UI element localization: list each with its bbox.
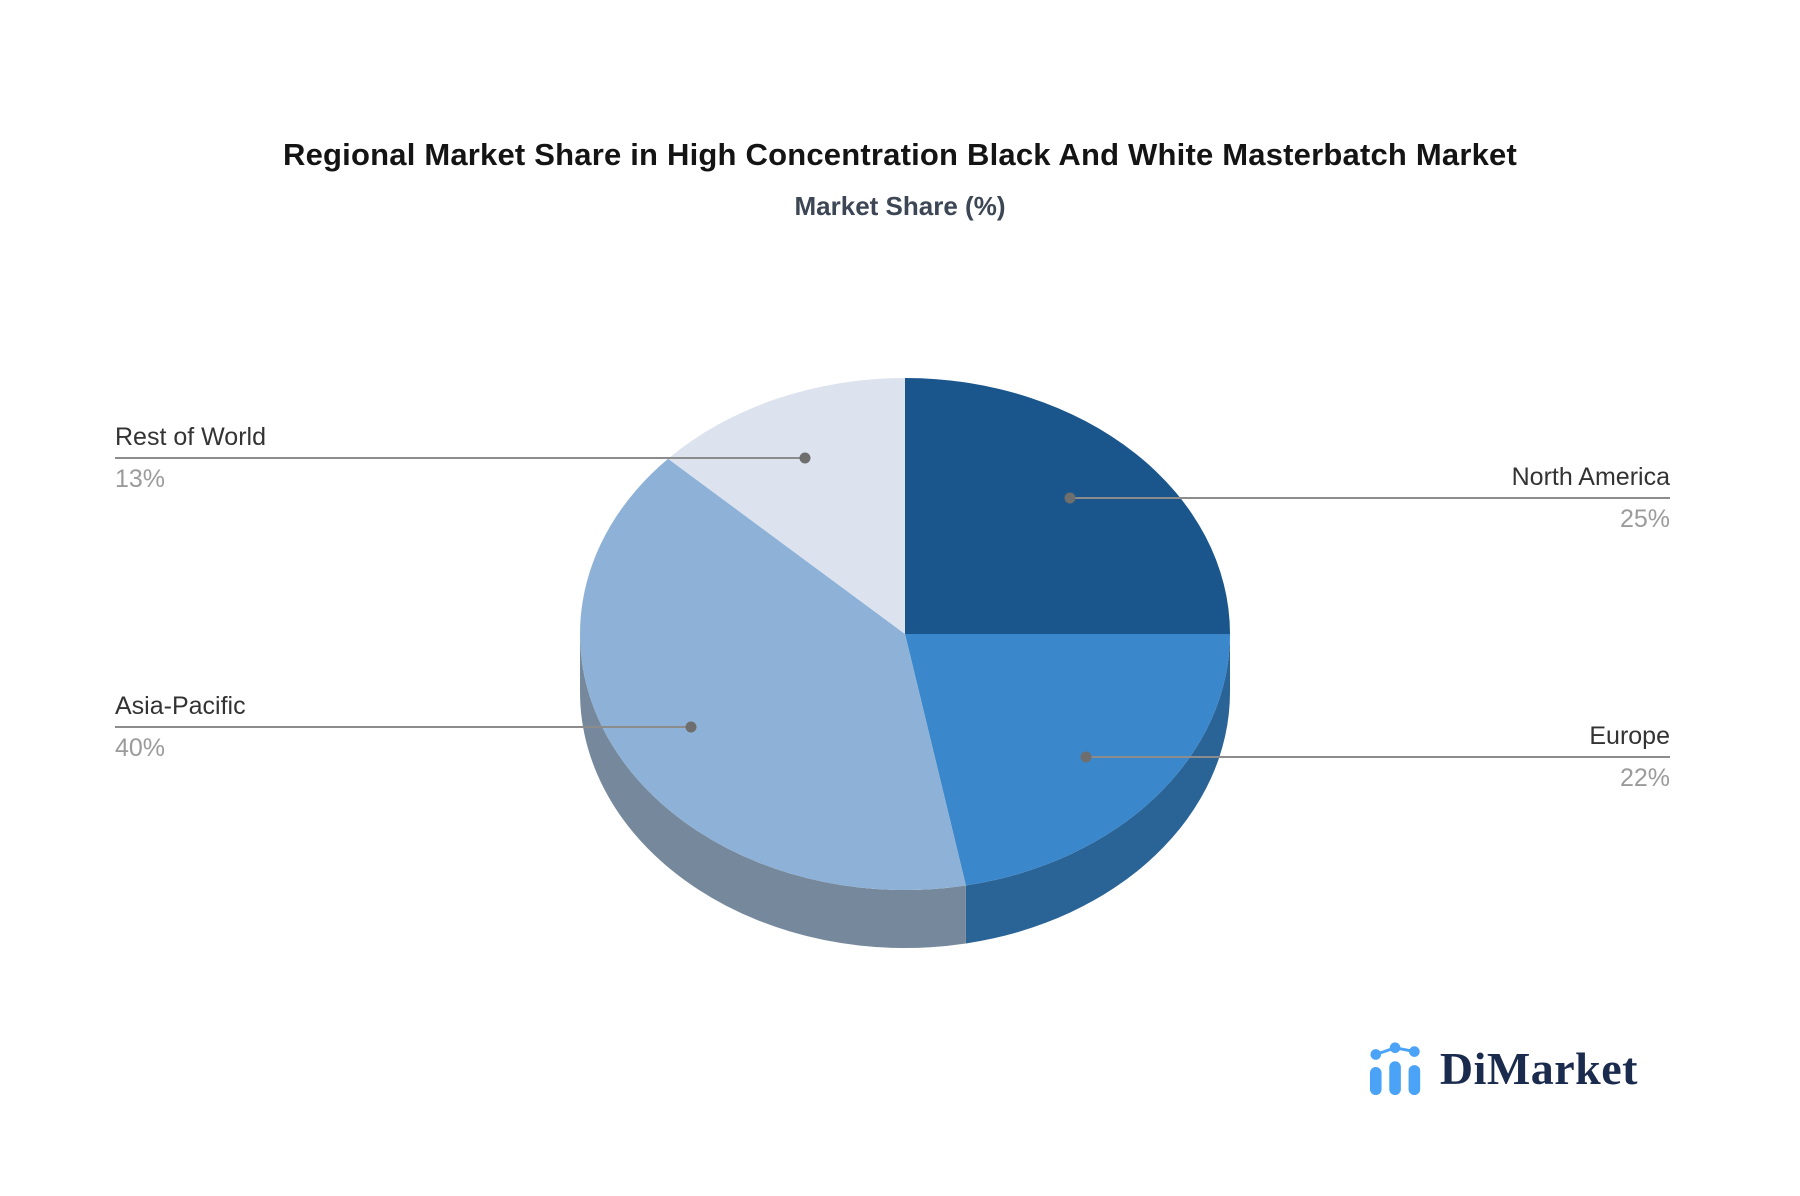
pie-slice-asia-pacific xyxy=(580,458,966,890)
leader-dot-asia-pacific xyxy=(685,721,697,733)
pie-slice-rest-of-world xyxy=(668,378,905,634)
dimarket-logo-icon xyxy=(1369,1042,1421,1096)
page-title: Regional Market Share in High Concentrat… xyxy=(283,137,1517,172)
leader-dot-rest-of-world xyxy=(799,452,811,464)
pie-slice-north-america xyxy=(905,378,1230,634)
callout-north-america: North America 25% xyxy=(1512,462,1670,534)
slice-percentage: 25% xyxy=(1619,505,1670,533)
slice-percentage: 40% xyxy=(115,734,166,762)
callout-europe: Europe 22% xyxy=(1589,721,1670,793)
leader-dot-north-america xyxy=(1064,492,1076,504)
leader-dot-europe xyxy=(1080,751,1092,763)
pie-side-europe xyxy=(965,634,1230,944)
callout-rest-of-world: Rest of World 13% xyxy=(115,422,266,494)
chart-header: Regional Market Share in High Concentrat… xyxy=(0,136,1800,222)
pie-slice-europe xyxy=(905,634,1230,886)
slice-percentage: 22% xyxy=(1619,764,1670,792)
slice-label: Rest of World xyxy=(115,423,266,451)
chart-subtitle: Market Share (%) xyxy=(794,191,1006,221)
slice-label: North America xyxy=(1511,463,1670,491)
dimarket-logo: DiMarket xyxy=(1368,1040,1638,1096)
pie-side-asia-pacific xyxy=(580,634,966,949)
slice-percentage: 13% xyxy=(115,465,166,493)
slice-label: Asia-Pacific xyxy=(115,692,246,720)
dimarket-logo-text: DiMarket xyxy=(1439,1042,1638,1094)
slice-label: Europe xyxy=(1589,722,1670,750)
callout-asia-pacific: Asia-Pacific 40% xyxy=(115,691,246,763)
